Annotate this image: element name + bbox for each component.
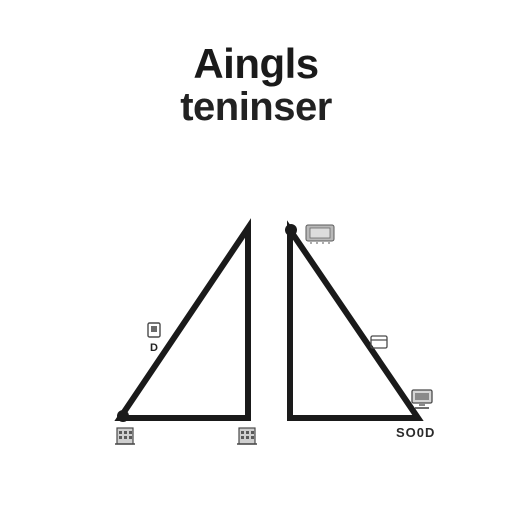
- bottom-right-caption: SO0D: [396, 425, 435, 440]
- building-icon: [114, 424, 136, 446]
- vertex-left-dot: [117, 410, 129, 422]
- vertex-right-top-dot: [285, 224, 297, 236]
- left-mid-label: D: [146, 322, 162, 354]
- device-icon: [410, 388, 434, 410]
- triangle-right: [290, 230, 418, 418]
- left-mid-caption: D: [150, 342, 158, 354]
- building-icon: [236, 424, 258, 446]
- card-icon: [370, 334, 388, 350]
- chip-icon: [305, 222, 335, 244]
- triangle-left: [120, 228, 248, 418]
